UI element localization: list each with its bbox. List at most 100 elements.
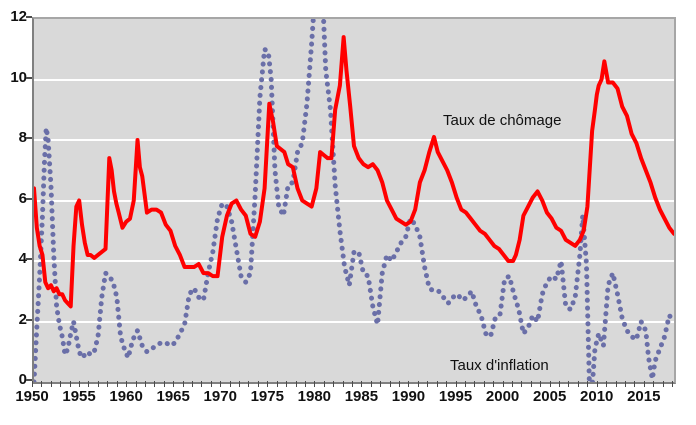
x-axis-tick xyxy=(455,381,457,387)
x-axis-tick xyxy=(116,381,118,387)
x-axis-tick xyxy=(352,381,353,387)
x-axis-tick xyxy=(389,381,391,387)
plot-area xyxy=(32,17,676,384)
x-axis-tick xyxy=(248,381,250,387)
x-axis-tick xyxy=(417,381,419,387)
y-axis-tick-label: 2 xyxy=(18,310,27,328)
x-axis-tick xyxy=(512,381,513,387)
x-axis-tick xyxy=(568,381,570,387)
x-axis-tick-label: 1975 xyxy=(250,388,284,405)
x-axis-tick xyxy=(399,381,401,387)
x-axis-tick xyxy=(126,381,128,387)
x-axis-tick xyxy=(333,381,335,387)
x-axis-tick xyxy=(295,381,297,387)
x-axis-tick xyxy=(41,381,43,387)
x-axis-tick-label: 1950 xyxy=(15,388,49,405)
x-axis-tick xyxy=(229,381,231,387)
x-axis-tick xyxy=(615,381,617,387)
x-axis-tick xyxy=(464,381,466,387)
x-axis-tick xyxy=(210,381,212,387)
x-axis-tick xyxy=(380,381,382,387)
x-axis-tick xyxy=(427,381,429,387)
y-axis-tick-label: 12 xyxy=(10,8,27,25)
x-axis-tick xyxy=(530,381,532,387)
y-axis-tick xyxy=(26,76,32,79)
inflation-series-label: Taux d'inflation xyxy=(450,357,549,374)
x-axis-tick xyxy=(192,381,193,387)
x-axis-tick xyxy=(201,381,203,387)
x-axis-tick-label: 1960 xyxy=(109,388,143,405)
x-axis-tick xyxy=(154,381,156,387)
gridline xyxy=(34,199,674,202)
x-axis-tick xyxy=(653,381,655,387)
x-axis-tick xyxy=(502,381,504,387)
chart-svg xyxy=(34,19,674,382)
x-axis-tick xyxy=(596,381,598,387)
x-axis-tick xyxy=(60,381,62,387)
x-axis-tick xyxy=(587,381,589,387)
x-axis-tick xyxy=(107,381,109,387)
x-axis-tick xyxy=(323,381,325,387)
x-axis-tick xyxy=(286,381,288,387)
unemployment-series-line xyxy=(34,35,674,309)
y-axis-tick-label: 10 xyxy=(10,68,27,86)
x-axis-tick-label: 1970 xyxy=(203,388,237,405)
x-axis-tick-label: 1955 xyxy=(62,388,96,405)
x-axis-tick xyxy=(257,381,259,387)
x-axis-tick xyxy=(267,381,269,387)
y-axis-tick-label: 8 xyxy=(18,129,27,146)
x-axis-tick xyxy=(79,381,81,387)
x-axis-tick xyxy=(474,381,476,387)
x-axis-tick xyxy=(50,381,52,387)
x-axis-tick-label: 2000 xyxy=(485,388,520,405)
x-axis-tick xyxy=(408,381,410,387)
x-axis-tick-label: 1965 xyxy=(156,388,190,405)
x-axis-tick xyxy=(540,381,542,387)
y-axis-tick-label: 4 xyxy=(18,250,27,267)
x-axis-tick xyxy=(97,381,99,387)
x-axis-tick xyxy=(144,381,146,387)
x-axis-tick-label: 1980 xyxy=(297,388,332,405)
x-axis-tick-label: 1990 xyxy=(391,388,426,405)
x-axis-tick xyxy=(361,381,363,387)
x-axis-tick xyxy=(370,381,372,387)
y-axis-tick xyxy=(26,137,32,139)
inflation-series-line xyxy=(34,19,674,382)
series-layer xyxy=(34,19,674,382)
x-axis-tick xyxy=(342,381,344,387)
gridline xyxy=(34,320,674,323)
y-axis-tick-label: 6 xyxy=(18,189,27,207)
x-axis-tick-label: 2005 xyxy=(532,388,567,405)
gridline xyxy=(34,78,674,81)
x-axis-tick xyxy=(624,381,626,387)
x-axis-tick-label: 1985 xyxy=(344,388,379,405)
y-axis-tick xyxy=(26,258,32,260)
y-axis-tick xyxy=(26,379,32,381)
x-axis-tick xyxy=(643,381,645,387)
x-axis-tick xyxy=(276,381,278,387)
x-axis-tick xyxy=(69,381,71,387)
x-axis-tick xyxy=(662,381,664,387)
x-axis-tick xyxy=(521,381,523,387)
x-axis-tick xyxy=(88,381,90,387)
x-axis-tick xyxy=(135,381,137,387)
x-axis-tick xyxy=(163,381,165,387)
x-axis-tick xyxy=(220,381,222,387)
x-axis-tick xyxy=(559,381,561,387)
x-axis-tick-label: 2010 xyxy=(580,388,614,405)
x-axis-tick xyxy=(634,381,636,387)
y-axis-tick xyxy=(26,197,32,200)
y-axis-tick xyxy=(26,318,32,321)
x-axis-tick xyxy=(314,381,316,387)
x-axis-tick xyxy=(304,381,306,387)
x-axis-tick xyxy=(493,381,495,387)
x-axis-tick xyxy=(32,381,33,387)
y-axis-tick-label: 0 xyxy=(18,371,27,388)
x-axis-tick xyxy=(549,381,551,387)
x-axis-tick xyxy=(606,381,608,387)
x-axis-tick xyxy=(173,381,175,387)
x-axis-tick xyxy=(672,381,673,387)
unemployment-series-label: Taux de chômage xyxy=(443,112,562,129)
x-axis-tick xyxy=(577,381,579,387)
